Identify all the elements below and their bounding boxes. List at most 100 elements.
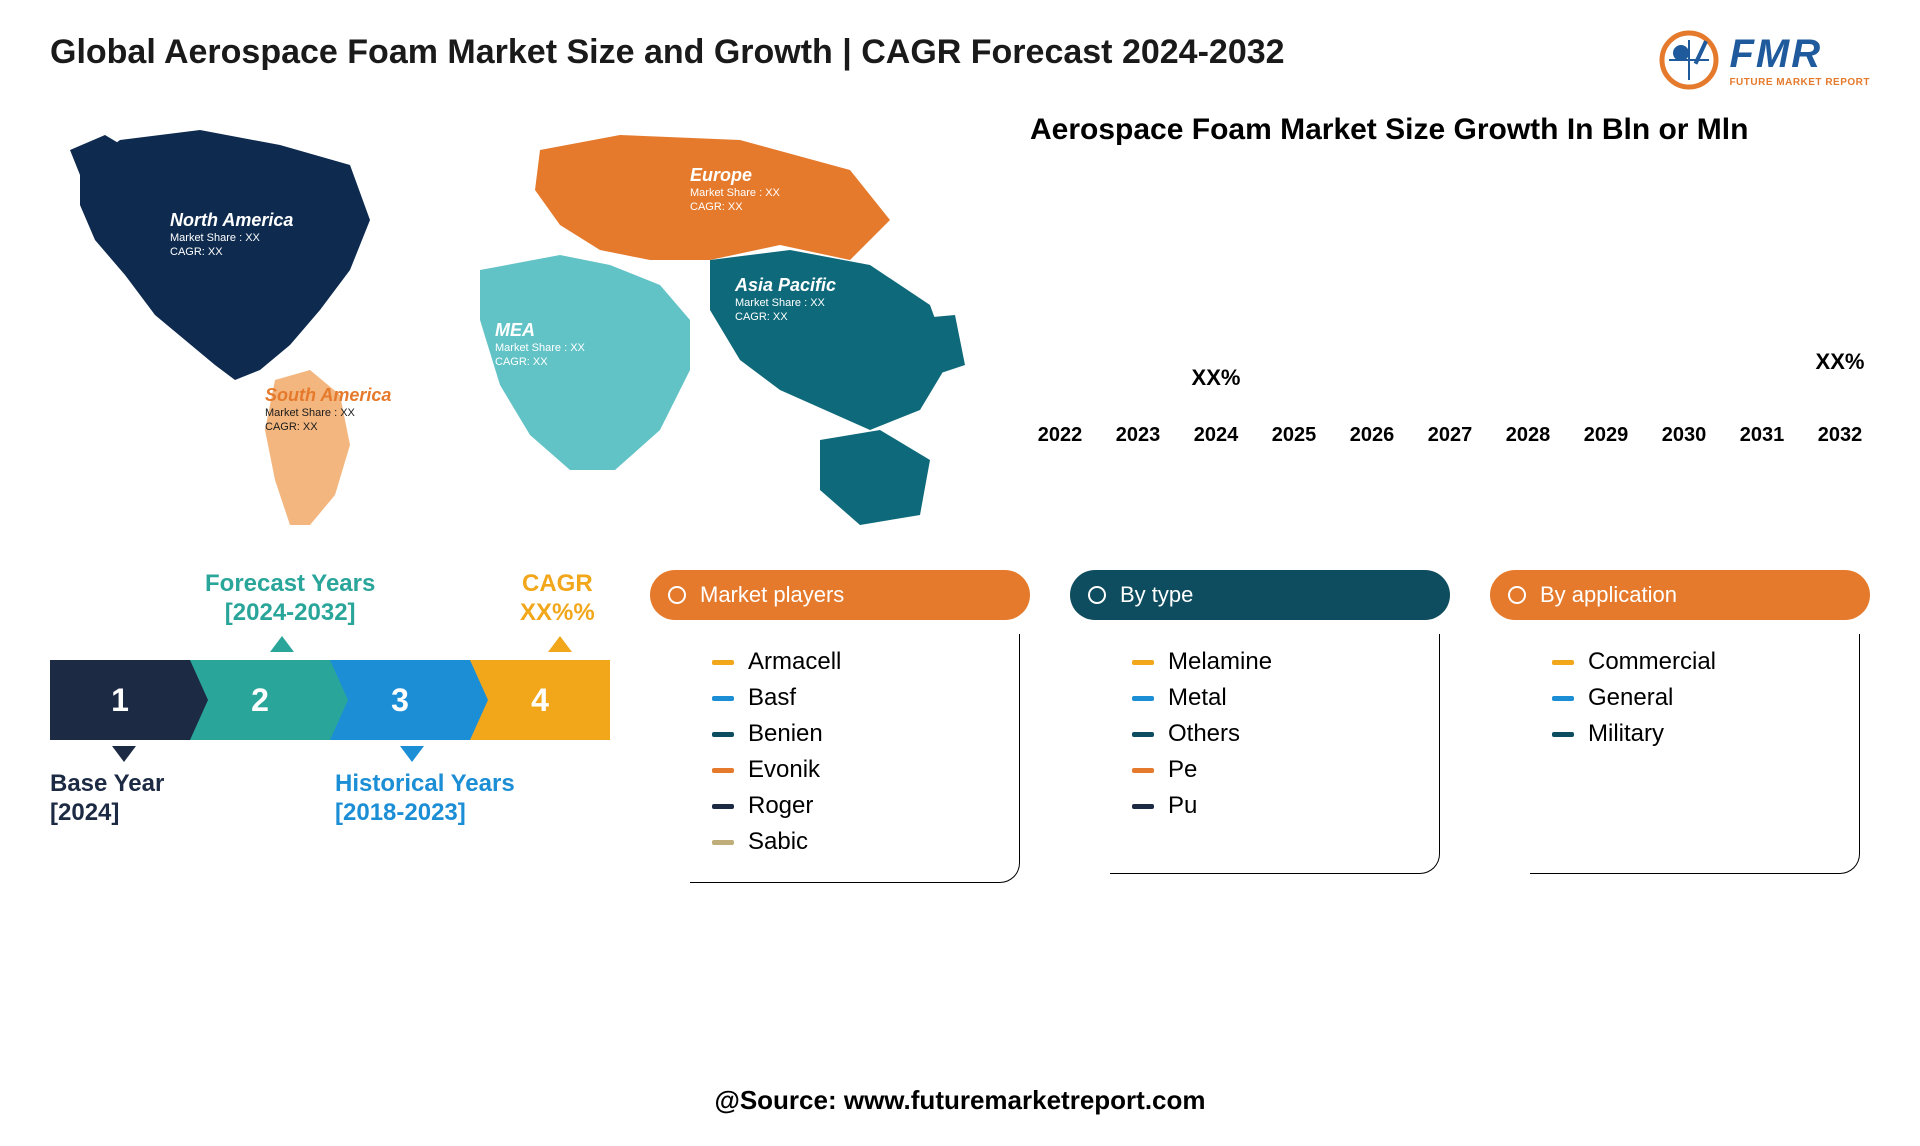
timeline: Forecast Years [2024-2032] CAGR XX%% 1 2 3… <box>50 570 610 740</box>
pill-list: Melamine Metal Others Pe Pu <box>1110 634 1440 874</box>
dash-icon <box>1552 732 1574 737</box>
bar-callout: XX% <box>1816 349 1865 375</box>
region-label-sa: South America <box>265 385 391 406</box>
pill-title: By application <box>1540 582 1677 608</box>
list-item-label: Pu <box>1168 792 1197 820</box>
world-map: North America Market Share : XX CAGR: XX… <box>50 110 990 530</box>
bar-callout: XX% <box>1192 365 1241 391</box>
hist-arrow-icon <box>400 746 424 762</box>
list-item: Armacell <box>712 648 997 676</box>
list-item-label: Benien <box>748 720 823 748</box>
bar-column: 2029 <box>1576 414 1636 447</box>
dash-icon <box>712 660 734 665</box>
list-item: Pe <box>1132 756 1417 784</box>
list-item-label: General <box>1588 684 1673 712</box>
bar-column: 2025 <box>1264 414 1324 447</box>
dash-icon <box>1132 732 1154 737</box>
list-item-label: Melamine <box>1168 648 1272 676</box>
list-item: Benien <box>712 720 997 748</box>
forecast-sub: [2024-2032] <box>225 599 356 626</box>
list-item-label: Others <box>1168 720 1240 748</box>
dash-icon <box>1552 696 1574 701</box>
list-item-label: Evonik <box>748 756 820 784</box>
list-item: Basf <box>712 684 997 712</box>
list-item-label: Commercial <box>1588 648 1716 676</box>
list-item: Metal <box>1132 684 1417 712</box>
list-item-label: Pe <box>1168 756 1197 784</box>
page-title: Global Aerospace Foam Market Size and Gr… <box>50 30 1285 76</box>
forecast-label: Forecast Years <box>205 570 375 597</box>
pill-header: By type <box>1070 570 1450 620</box>
bar-year-label: 2026 <box>1350 424 1395 447</box>
bar-year-label: 2024 <box>1194 424 1239 447</box>
list-item-label: Basf <box>748 684 796 712</box>
list-item-label: Military <box>1588 720 1664 748</box>
timeline-number: 1 <box>111 682 129 719</box>
list-item: Evonik <box>712 756 997 784</box>
pill-list: Commercial General Military <box>1530 634 1860 874</box>
list-item: General <box>1552 684 1837 712</box>
pill-header: By application <box>1490 570 1870 620</box>
dash-icon <box>1552 660 1574 665</box>
source-attribution: @Source: www.futuremarketreport.com <box>0 1085 1920 1116</box>
cagr-arrow-icon <box>548 636 572 652</box>
bar-column: 2031 <box>1732 414 1792 447</box>
list-item: Others <box>1132 720 1417 748</box>
dash-icon <box>712 696 734 701</box>
globe-spy-icon <box>1659 30 1719 90</box>
bar-chart: Aerospace Foam Market Size Growth In Bln… <box>1030 110 1870 530</box>
base-label: Base Year <box>50 770 164 797</box>
bar-column: XX%2024 <box>1186 414 1246 447</box>
region-label-mea: MEA <box>495 320 585 341</box>
timeline-segment: 1 <box>50 660 190 740</box>
dash-icon <box>712 840 734 845</box>
list-item: Military <box>1552 720 1837 748</box>
region-label-ap: Asia Pacific <box>735 275 836 296</box>
list-item: Melamine <box>1132 648 1417 676</box>
bar-container: 20222023XX%20242025202620272028202920302… <box>1030 167 1870 447</box>
dash-icon <box>1132 804 1154 809</box>
pill-dot-icon <box>668 586 686 604</box>
dash-icon <box>1132 660 1154 665</box>
dash-icon <box>1132 768 1154 773</box>
dash-icon <box>712 768 734 773</box>
chart-title: Aerospace Foam Market Size Growth In Bln… <box>1030 110 1870 149</box>
bar-year-label: 2030 <box>1662 424 1707 447</box>
pill-section: By type Melamine Metal Others Pe Pu <box>1070 570 1450 883</box>
hist-sub: [2018-2023] <box>335 799 466 826</box>
timeline-segment: 4 <box>470 660 610 740</box>
pill-dot-icon <box>1508 586 1526 604</box>
bar-column: 2023 <box>1108 414 1168 447</box>
list-item-label: Roger <box>748 792 813 820</box>
bar-column: 2022 <box>1030 414 1090 447</box>
dash-icon <box>712 804 734 809</box>
timeline-number: 3 <box>391 682 409 719</box>
bar-column: 2028 <box>1498 414 1558 447</box>
bar-year-label: 2031 <box>1740 424 1785 447</box>
list-item-label: Armacell <box>748 648 841 676</box>
list-item-label: Metal <box>1168 684 1227 712</box>
bar-year-label: 2023 <box>1116 424 1161 447</box>
base-sub: [2024] <box>50 799 119 826</box>
pill-title: Market players <box>700 582 844 608</box>
bar-column: 2030 <box>1654 414 1714 447</box>
pill-title: By type <box>1120 582 1193 608</box>
bar-year-label: 2022 <box>1038 424 1083 447</box>
pill-list: ArmacellBasfBenienEvonikRogerSabic <box>690 634 1020 883</box>
pill-section: Market players Armacell Basf Benien Evonik Ro… <box>650 570 1030 883</box>
list-item: Roger <box>712 792 997 820</box>
bar-column: XX%2032 <box>1810 414 1870 447</box>
pill-dot-icon <box>1088 586 1106 604</box>
timeline-segment: 2 <box>190 660 330 740</box>
bar-year-label: 2027 <box>1428 424 1473 447</box>
cagr-sub: XX%% <box>520 599 595 626</box>
bar-year-label: 2028 <box>1506 424 1551 447</box>
timeline-number: 2 <box>251 682 269 719</box>
cagr-label: CAGR <box>522 570 593 597</box>
hist-label: Historical Years <box>335 770 515 797</box>
pill-header: Market players <box>650 570 1030 620</box>
pill-section: By application Commercial General Military <box>1490 570 1870 883</box>
base-arrow-icon <box>112 746 136 762</box>
fmr-logo: FMR FUTURE MARKET REPORT <box>1659 30 1870 90</box>
timeline-number: 4 <box>531 682 549 719</box>
